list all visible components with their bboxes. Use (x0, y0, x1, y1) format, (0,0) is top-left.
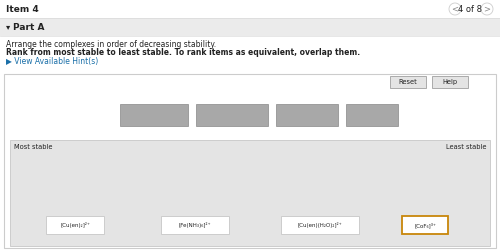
Text: ▾: ▾ (6, 22, 10, 32)
Text: Part A: Part A (13, 22, 44, 32)
Text: Most stable: Most stable (14, 144, 52, 150)
Text: [Cu(en)₂]²⁺: [Cu(en)₂]²⁺ (60, 222, 90, 228)
FancyBboxPatch shape (276, 104, 338, 126)
Text: [Fe(NH₃)₆]²⁺: [Fe(NH₃)₆]²⁺ (179, 222, 211, 228)
Text: >: > (484, 5, 490, 14)
Text: Least stable: Least stable (446, 144, 486, 150)
Text: [Cu(en)(H₂O)₂]²⁺: [Cu(en)(H₂O)₂]²⁺ (298, 222, 343, 228)
FancyBboxPatch shape (346, 104, 398, 126)
Text: 4 of 8: 4 of 8 (458, 5, 482, 14)
Text: Reset: Reset (398, 79, 417, 85)
FancyBboxPatch shape (161, 216, 229, 234)
Text: ▶ View Available Hint(s): ▶ View Available Hint(s) (6, 57, 98, 66)
FancyBboxPatch shape (281, 216, 359, 234)
FancyBboxPatch shape (120, 104, 188, 126)
FancyBboxPatch shape (402, 216, 448, 234)
Text: [CoF₆]³⁺: [CoF₆]³⁺ (414, 222, 436, 228)
Text: Rank from most stable to least stable. To rank items as equivalent, overlap them: Rank from most stable to least stable. T… (6, 48, 360, 57)
FancyBboxPatch shape (46, 216, 104, 234)
FancyBboxPatch shape (390, 76, 426, 88)
Text: Arrange the complexes in order of decreasing stability.: Arrange the complexes in order of decrea… (6, 40, 216, 49)
Bar (0, 0, 500, 18)
FancyBboxPatch shape (10, 140, 490, 246)
FancyBboxPatch shape (432, 76, 468, 88)
Text: <: < (452, 5, 458, 14)
Bar (0, 18, 500, 36)
Text: Item 4: Item 4 (6, 5, 39, 14)
FancyBboxPatch shape (196, 104, 268, 126)
Bar (0, 36, 500, 72)
FancyBboxPatch shape (4, 74, 496, 248)
Text: Help: Help (442, 79, 458, 85)
